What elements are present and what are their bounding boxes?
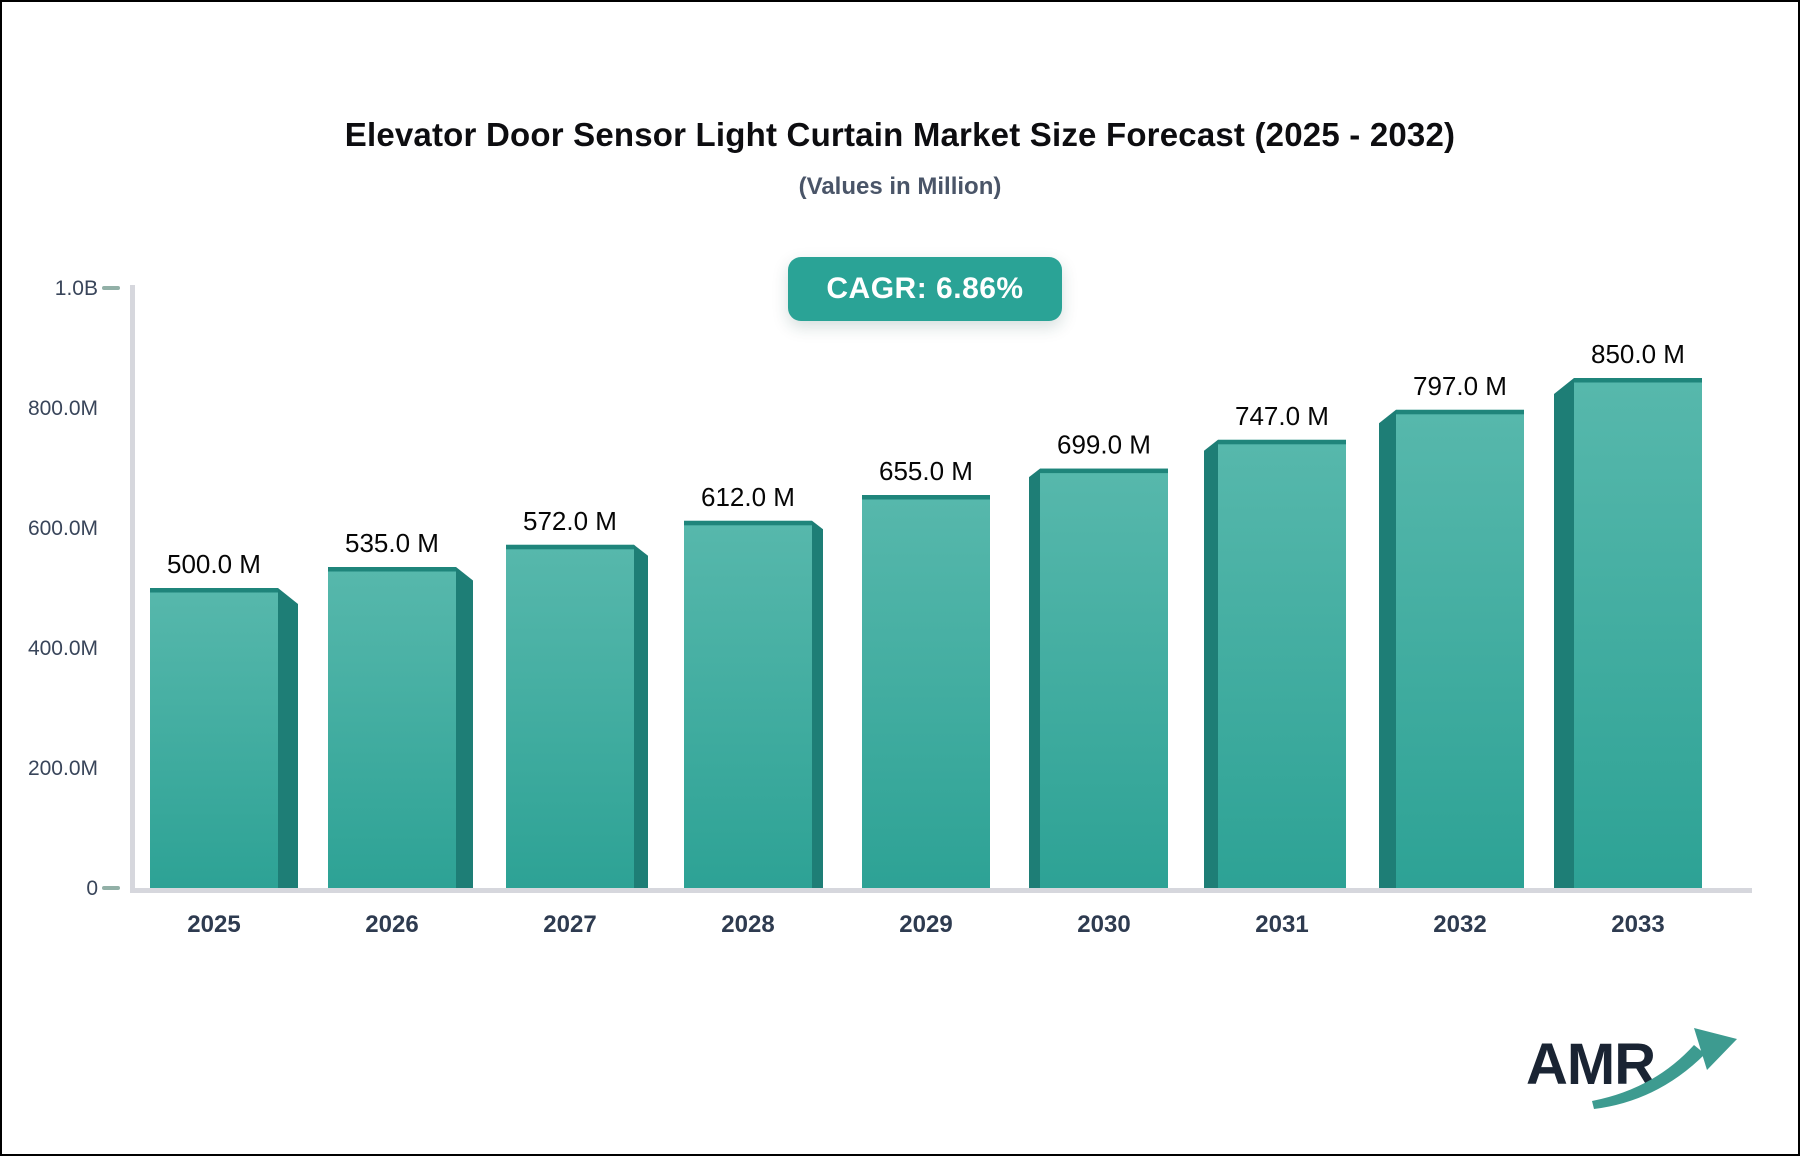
y-axis-line <box>130 285 135 893</box>
bar-group-2030: 699.0 M 2030 <box>1029 430 1168 938</box>
bar-top-edge <box>506 544 634 550</box>
amr-logo-arrowhead-icon <box>1694 1028 1737 1070</box>
x-axis-label: 2026 <box>365 911 418 938</box>
bar-value-label: 797.0 M <box>1413 371 1507 401</box>
bar-group-2032: 797.0 M 2032 <box>1379 371 1524 938</box>
bar-group-2031: 747.0 M 2031 <box>1204 401 1346 938</box>
bar-top-edge <box>150 588 278 593</box>
x-axis-label: 2031 <box>1255 911 1308 938</box>
amr-logo: AMR <box>1526 1028 1737 1109</box>
bar-group-2026: 535.0 M 2026 <box>328 528 473 938</box>
x-axis-label: 2028 <box>721 911 774 938</box>
bar-side-face <box>634 544 648 888</box>
bar-top-edge <box>1040 468 1168 474</box>
bar-group-2028: 612.0 M 2028 <box>684 482 823 938</box>
x-axis-label: 2030 <box>1077 911 1130 938</box>
bar-side-face <box>1204 439 1218 888</box>
bar-value-label: 655.0 M <box>879 456 973 486</box>
bar-group-2025: 500.0 M 2025 <box>150 549 298 938</box>
bar-2030[interactable] <box>1040 468 1168 888</box>
amr-logo-arrow-swoosh <box>1592 1045 1705 1109</box>
x-axis-label: 2032 <box>1433 911 1486 938</box>
bar-top-edge <box>684 520 812 526</box>
bar-side-face <box>278 588 298 888</box>
bar-side-face <box>1554 378 1574 888</box>
amr-logo-text: AMR <box>1526 1032 1655 1097</box>
cagr-badge: CAGR: 6.86% <box>788 257 1062 321</box>
bar-value-label: 535.0 M <box>345 528 439 558</box>
bar-top-edge <box>1218 439 1346 445</box>
bar-2033[interactable] <box>1574 378 1702 888</box>
y-axis-label: 800.0M <box>28 397 98 420</box>
bar-side-face <box>1029 468 1040 888</box>
y-axis-label: 600.0M <box>28 517 98 540</box>
bar-2027[interactable] <box>506 544 634 888</box>
bar-2025[interactable] <box>150 588 278 888</box>
bar-2029[interactable] <box>862 495 990 888</box>
chart-title: Elevator Door Sensor Light Curtain Marke… <box>344 116 1456 153</box>
bar-top-edge <box>1396 409 1524 415</box>
x-axis-line <box>130 888 1752 893</box>
bar-group-2027: 572.0 M 2027 <box>506 506 648 938</box>
y-axis-label: 1.0B <box>55 277 98 300</box>
bar-2031[interactable] <box>1218 439 1346 888</box>
bar-side-face <box>812 520 823 888</box>
bar-top-edge <box>1574 378 1702 383</box>
bar-value-label: 699.0 M <box>1057 430 1151 460</box>
y-axis-label: 200.0M <box>28 757 98 780</box>
bar-group-2033: 850.0 M 2033 <box>1554 339 1702 938</box>
bar-2026[interactable] <box>328 567 456 888</box>
bar-value-label: 612.0 M <box>701 482 795 512</box>
y-axis-label: 400.0M <box>28 637 98 660</box>
x-axis-label: 2029 <box>899 911 952 938</box>
y-axis-tick <box>102 886 120 890</box>
y-axis-tick <box>102 286 120 290</box>
bar-top-edge <box>862 495 990 500</box>
x-axis-label: 2033 <box>1611 911 1664 938</box>
bar-top-edge <box>328 567 456 572</box>
cagr-badge-label: CAGR: 6.86% <box>826 272 1024 305</box>
x-axis-label: 2027 <box>543 911 596 938</box>
bar-value-label: 500.0 M <box>167 549 261 579</box>
chart-subtitle: (Values in Million) <box>798 173 1002 200</box>
y-axis-label: 0 <box>86 877 98 900</box>
bar-value-label: 850.0 M <box>1591 339 1685 369</box>
x-axis-label: 2025 <box>187 911 240 938</box>
bar-side-face <box>456 567 473 888</box>
bar-group-2029: 655.0 M 2029 <box>862 456 990 938</box>
bar-side-face <box>1379 409 1396 888</box>
bar-2028[interactable] <box>684 520 812 888</box>
bar-value-label: 747.0 M <box>1235 401 1329 431</box>
bar-value-label: 572.0 M <box>523 506 617 536</box>
bar-2032[interactable] <box>1396 409 1524 888</box>
